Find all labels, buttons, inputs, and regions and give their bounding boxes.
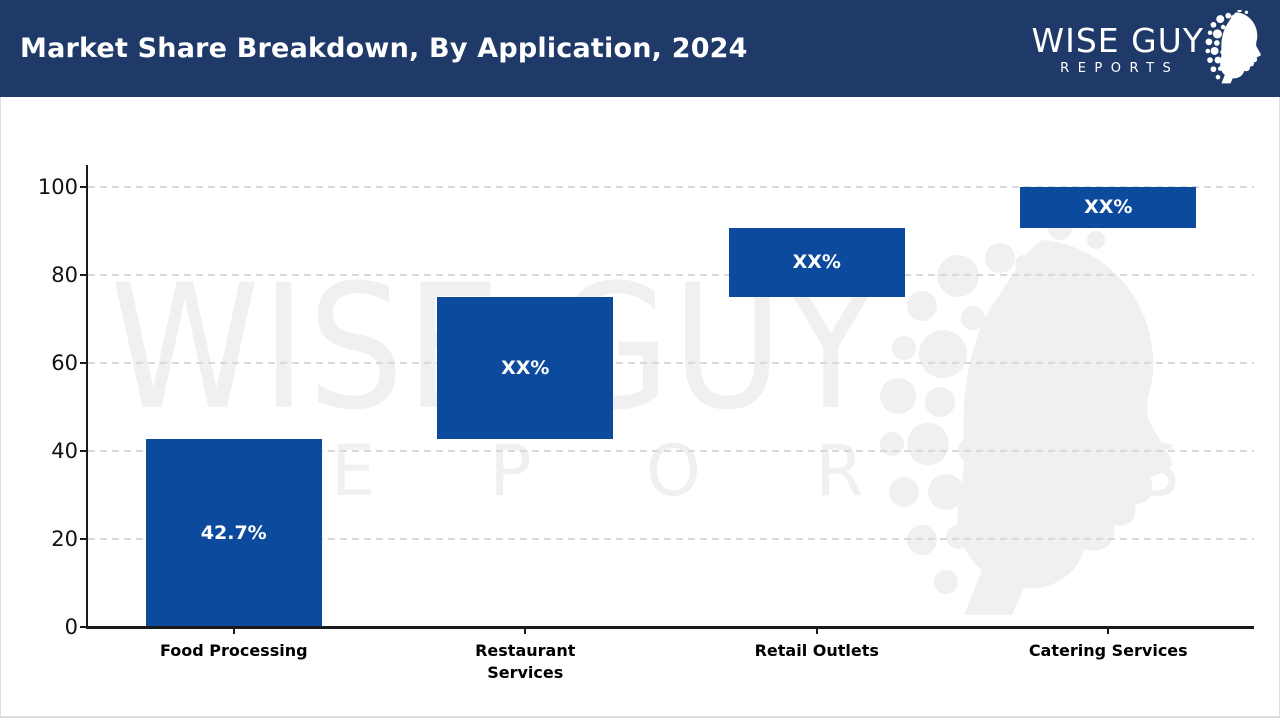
- x-axis-spine: [86, 626, 1254, 629]
- y-tick-mark-20: [80, 538, 87, 540]
- bar-value-label: 42.7%: [200, 522, 267, 545]
- y-tick-mark-80: [80, 274, 87, 276]
- y-tick-label-20: 20: [51, 527, 78, 551]
- y-tick-mark-60: [80, 362, 87, 364]
- gridline-40: [88, 450, 1254, 452]
- logo-wiseguy-label: WISE GUY: [1031, 21, 1204, 60]
- y-tick-label-60: 60: [51, 351, 78, 375]
- y-tick-label-100: 100: [37, 175, 78, 199]
- page-title: Market Share Breakdown, By Application, …: [20, 33, 748, 64]
- logo-face-icon: [1203, 10, 1266, 84]
- x-category-label-0: Food Processing: [159, 641, 308, 660]
- y-tick-mark-40: [80, 450, 87, 452]
- logo-text: WISE GUY REPORTS: [1031, 24, 1204, 75]
- y-tick-mark-0: [80, 626, 87, 628]
- logo-reports-label: REPORTS: [1060, 61, 1180, 76]
- wise-guy-reports-logo: WISE GUY REPORTS: [1026, 0, 1266, 97]
- bar-value-label: XX%: [1084, 196, 1133, 219]
- x-tick-mark-0: [232, 627, 235, 634]
- x-category-label-3: Catering Services: [1028, 641, 1188, 660]
- bar-restaurant-services: XX%: [437, 297, 614, 440]
- left-border: [0, 97, 1, 718]
- y-tick-mark-100: [80, 186, 87, 188]
- y-tick-label-40: 40: [51, 439, 78, 463]
- gridline-20: [88, 538, 1254, 540]
- bar-food-processing: 42.7%: [145, 439, 322, 627]
- gridline-60: [88, 362, 1254, 364]
- bar-catering-services: XX%: [1020, 187, 1197, 228]
- y-axis-spine: [86, 165, 88, 627]
- x-tick-mark-1: [524, 627, 527, 634]
- y-tick-label-80: 80: [51, 263, 78, 287]
- bar-retail-outlets: XX%: [728, 227, 905, 297]
- x-category-label-2: Retail Outlets: [754, 641, 879, 660]
- bottom-divider: [0, 716, 1280, 718]
- bar-value-label: XX%: [792, 251, 841, 274]
- x-tick-mark-3: [1107, 627, 1110, 634]
- gridline-80: [88, 274, 1254, 276]
- gridline-100: [88, 186, 1254, 188]
- x-tick-mark-2: [815, 627, 818, 634]
- y-tick-label-0: 0: [64, 615, 78, 639]
- watermark-face-icon: [868, 228, 1198, 618]
- bar-value-label: XX%: [501, 357, 550, 380]
- x-category-label-1: Restaurant Services: [475, 641, 576, 682]
- header-bar: Market Share Breakdown, By Application, …: [0, 0, 1280, 97]
